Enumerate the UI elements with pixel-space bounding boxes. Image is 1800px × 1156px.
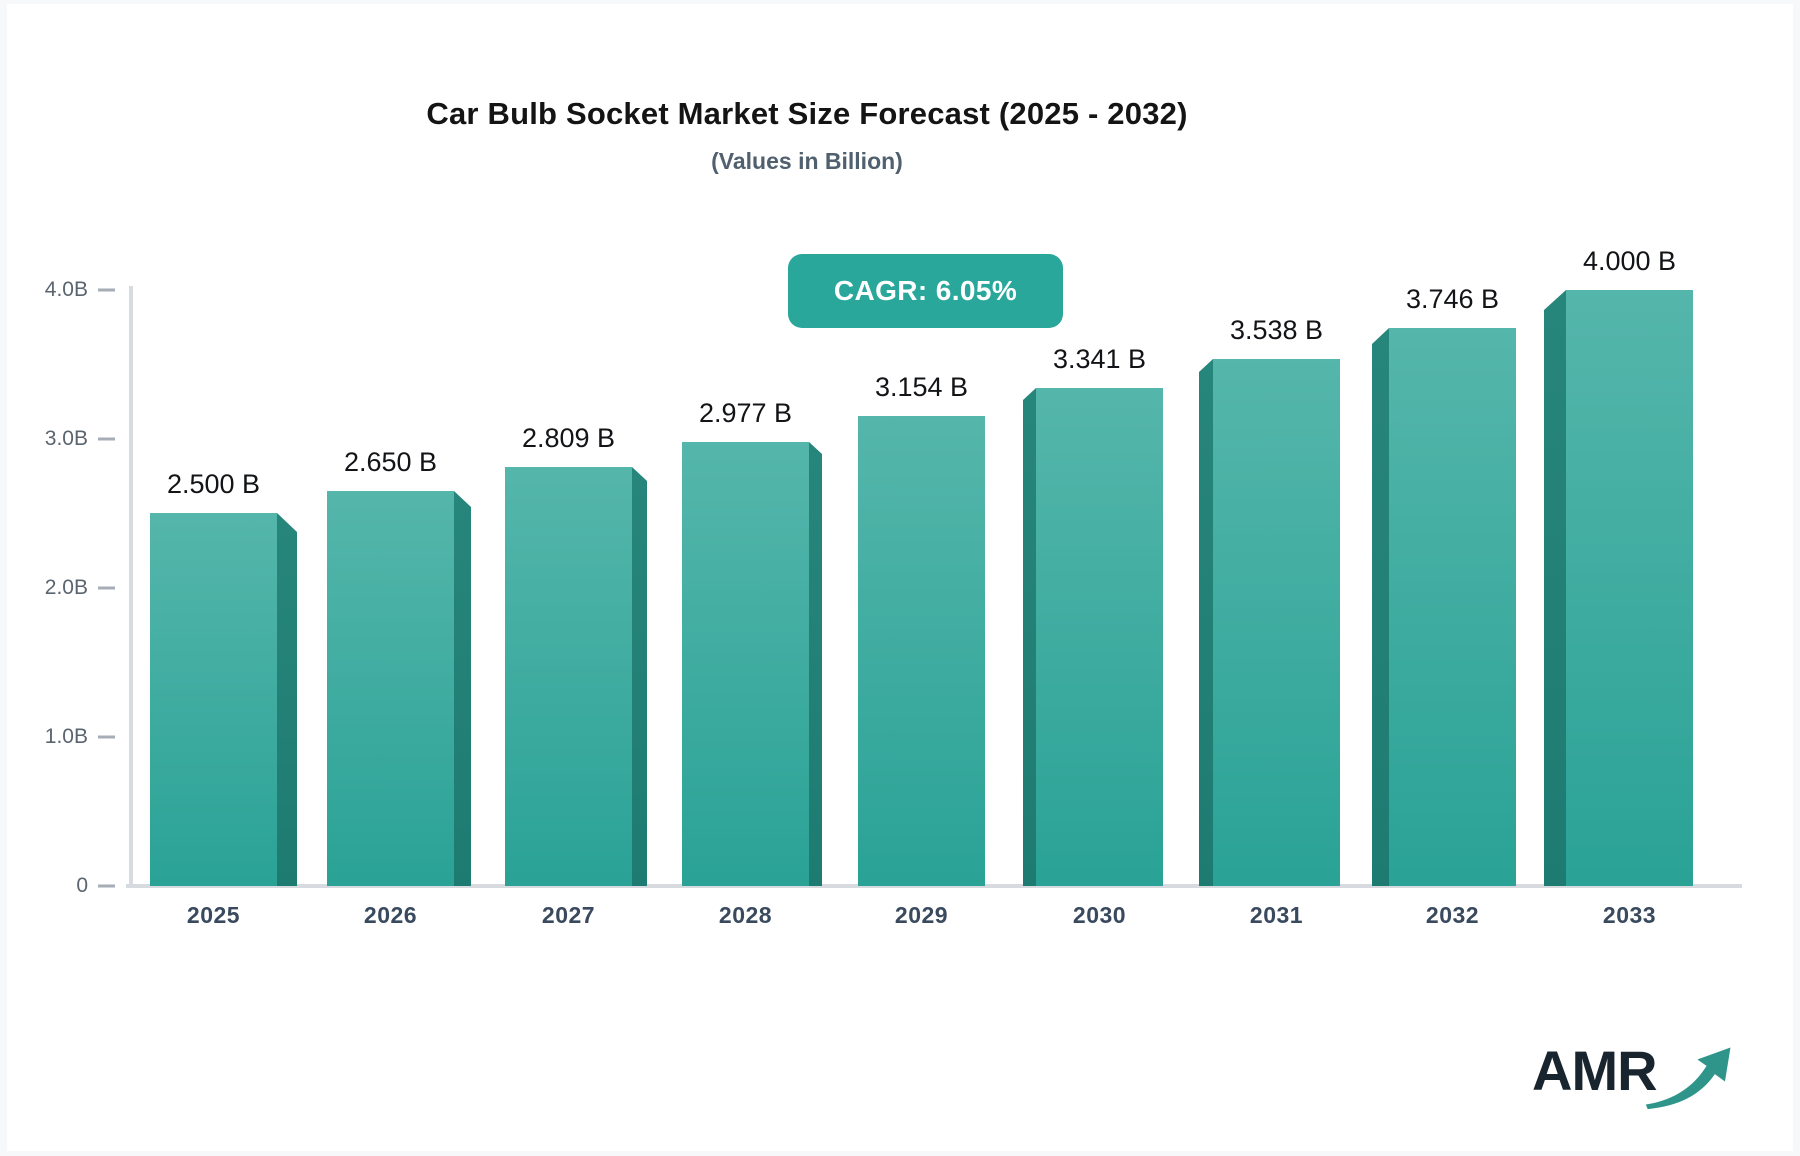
bar-side-left xyxy=(1199,359,1213,886)
bar-2033 xyxy=(1544,290,1693,886)
growth-arrow-icon xyxy=(1645,1047,1731,1110)
bar-face xyxy=(150,513,277,886)
x-axis-label-2029: 2029 xyxy=(894,902,949,928)
bar-2026 xyxy=(327,491,471,886)
bar-2028 xyxy=(682,442,822,886)
bar-face xyxy=(1566,290,1693,886)
bar-2031 xyxy=(1199,359,1340,886)
y-tick-mark xyxy=(98,735,115,739)
y-tick-label: 3.0B xyxy=(44,427,88,450)
bar-value-label: 3.341 B xyxy=(1052,344,1147,374)
x-axis-label-2026: 2026 xyxy=(363,902,418,928)
x-axis-label-2032: 2032 xyxy=(1425,902,1480,928)
bar-value-label: 2.650 B xyxy=(343,447,438,477)
bar-side-left xyxy=(1544,290,1566,886)
amr-logo-text: AMR xyxy=(1532,1039,1658,1102)
bar-2029 xyxy=(858,416,985,886)
bar-value-label: 4.000 B xyxy=(1582,246,1677,276)
x-axis-label-2030: 2030 xyxy=(1072,902,1127,928)
bar-face xyxy=(1389,328,1516,886)
y-tick-mark xyxy=(98,586,115,590)
bar-side-left xyxy=(1023,388,1036,886)
x-axis-label-2033: 2033 xyxy=(1602,902,1657,928)
cagr-badge: CAGR: 6.05% xyxy=(788,254,1063,328)
bar-face xyxy=(858,416,985,886)
y-tick-mark xyxy=(98,884,115,888)
bar-face xyxy=(1213,359,1340,886)
y-axis-line xyxy=(129,286,133,888)
cagr-badge-label: CAGR: 6.05% xyxy=(833,275,1018,306)
y-tick-mark xyxy=(98,437,115,441)
bar-2030 xyxy=(1023,388,1163,886)
bar-face xyxy=(505,467,632,886)
bar-value-label: 2.809 B xyxy=(521,423,616,453)
bar-value-label: 3.538 B xyxy=(1229,315,1324,345)
bar-value-label: 3.746 B xyxy=(1405,284,1500,314)
bar-side-right xyxy=(454,491,471,886)
y-tick-mark xyxy=(98,288,115,292)
x-axis-label-2028: 2028 xyxy=(718,902,773,928)
bar-value-label: 3.154 B xyxy=(874,372,969,402)
y-tick-label: 1.0B xyxy=(44,725,88,748)
x-axis-label-2027: 2027 xyxy=(541,902,596,928)
x-axis-label-2025: 2025 xyxy=(186,902,241,928)
bar-2032 xyxy=(1372,328,1516,886)
bar-2025 xyxy=(150,513,297,886)
bar-side-right xyxy=(809,442,822,886)
bar-side-left xyxy=(1372,328,1389,886)
bar-side-right xyxy=(277,513,297,886)
bar-face xyxy=(327,491,454,886)
y-tick-label: 4.0B xyxy=(44,278,88,301)
bar-face xyxy=(682,442,809,886)
amr-logo: AMR xyxy=(1532,1038,1732,1118)
bar-value-label: 2.500 B xyxy=(166,469,261,499)
bar-value-label: 2.977 B xyxy=(698,398,793,428)
bar-side-right xyxy=(632,467,647,886)
x-axis-label-2031: 2031 xyxy=(1249,902,1304,928)
bar-face xyxy=(1036,388,1163,886)
y-tick-label: 0 xyxy=(76,874,88,897)
bar-2027 xyxy=(505,467,647,886)
chart-title: Car Bulb Socket Market Size Forecast (20… xyxy=(426,96,1188,131)
y-tick-label: 2.0B xyxy=(44,576,88,599)
chart-subtitle: (Values in Billion) xyxy=(711,148,903,174)
x-axis-line xyxy=(126,884,1742,888)
